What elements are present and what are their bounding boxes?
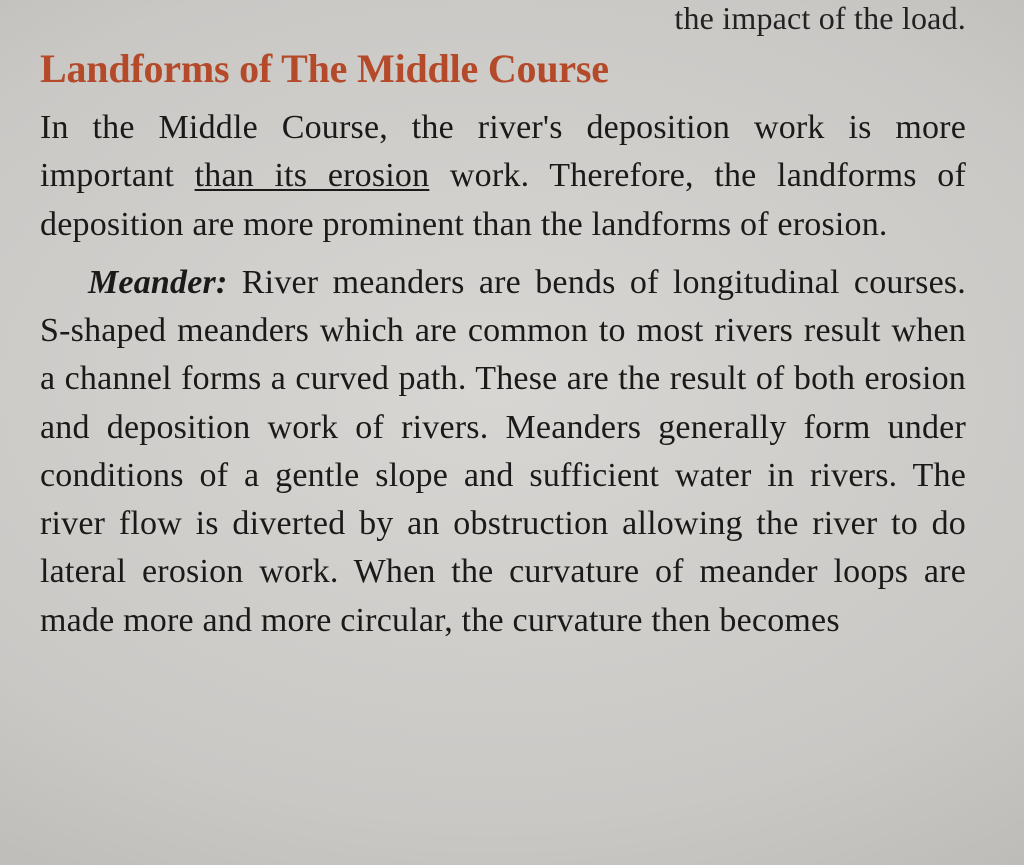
meander-subheading: Meander:	[88, 264, 227, 301]
previous-line-fragment: the impact of the load.	[40, 0, 966, 37]
meander-body: River meanders are bends of longitudinal…	[40, 264, 966, 639]
section-heading: Landforms of The Middle Course	[40, 45, 966, 92]
paragraph-intro: In the Middle Course, the river's deposi…	[40, 104, 966, 249]
paragraph-meander: Meander: River meanders are bends of lon…	[40, 259, 966, 645]
textbook-page: the impact of the load. Landforms of The…	[0, 0, 1024, 645]
para1-underlined: than its erosion	[195, 157, 430, 194]
